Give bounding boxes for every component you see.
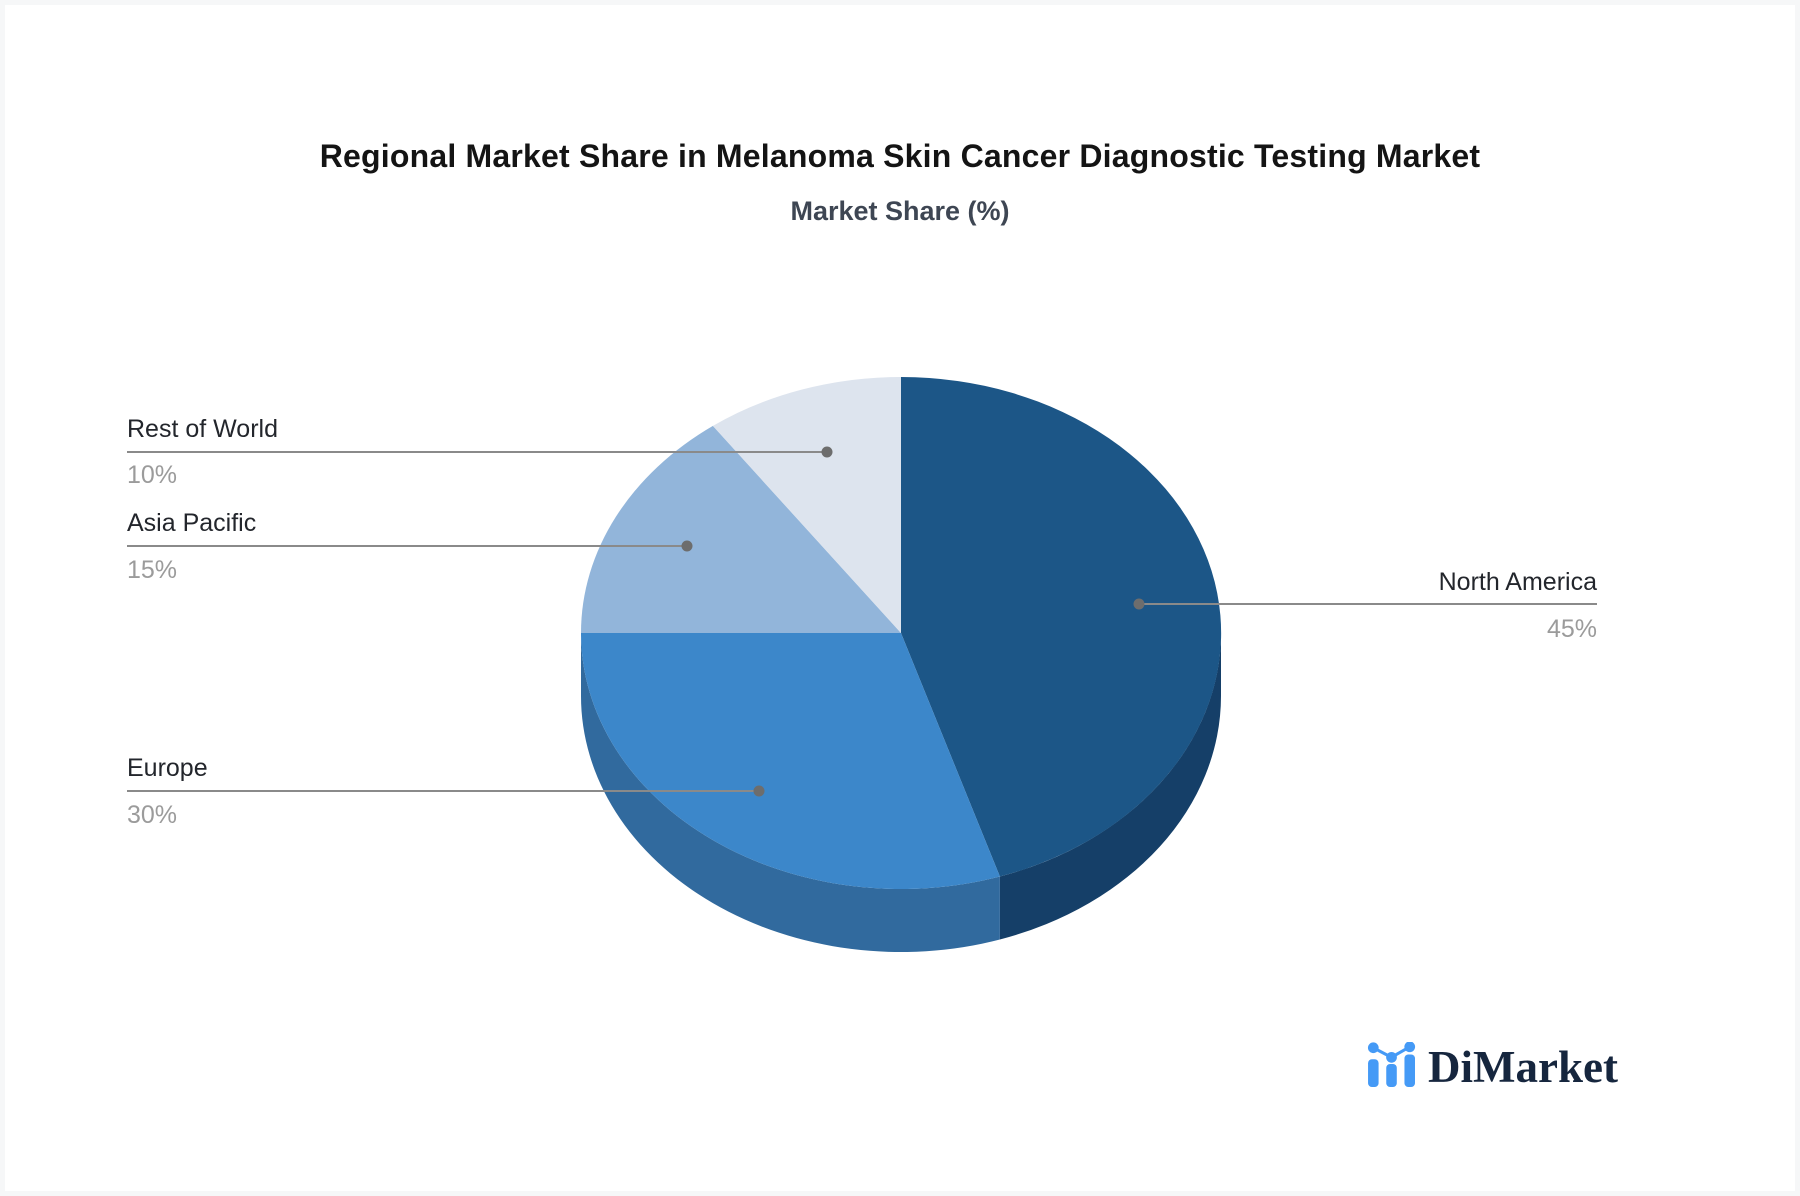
pie-slice-wall-europe — [580, 633, 1000, 953]
pie-slice-europe — [581, 633, 1000, 890]
slice-label-north-america: North America 45% — [1439, 567, 1597, 644]
leader-dot-north-america — [1133, 598, 1145, 610]
slice-percent: 30% — [127, 801, 178, 829]
leader-dot-rest-of-world — [821, 446, 833, 458]
slice-label-rest-of-world: Rest of World 10% — [127, 414, 278, 490]
chart-subtitle: Market Share (%) — [790, 196, 1010, 226]
chart-title: Regional Market Share in Melanoma Skin C… — [319, 138, 1481, 174]
logo-text: DiMarket — [1428, 1042, 1618, 1092]
leader-dot-europe — [753, 785, 765, 797]
pie-slice-wall-north-america — [999, 633, 1222, 940]
dimarket-logo: DiMarket — [1366, 1042, 1618, 1090]
leader-dot-asia-pacific — [681, 540, 693, 552]
pie-slice-rest-of-world — [712, 377, 901, 633]
slice-label-text: Rest of World — [127, 415, 278, 443]
slice-percent: 15% — [127, 556, 178, 584]
slice-label-text: Asia Pacific — [127, 509, 257, 537]
bar-line-chart-icon — [1367, 1042, 1416, 1088]
slice-label-text: Europe — [127, 754, 208, 782]
pie-slice-asia-pacific — [581, 425, 901, 633]
slice-label-europe: Europe 30% — [127, 753, 208, 830]
slice-percent: 45% — [1546, 615, 1597, 643]
slice-label-text: North America — [1438, 568, 1597, 596]
slice-label-asia-pacific: Asia Pacific 15% — [127, 508, 256, 585]
slice-percent: 10% — [127, 461, 178, 489]
pie-slice-north-america — [901, 377, 1222, 877]
